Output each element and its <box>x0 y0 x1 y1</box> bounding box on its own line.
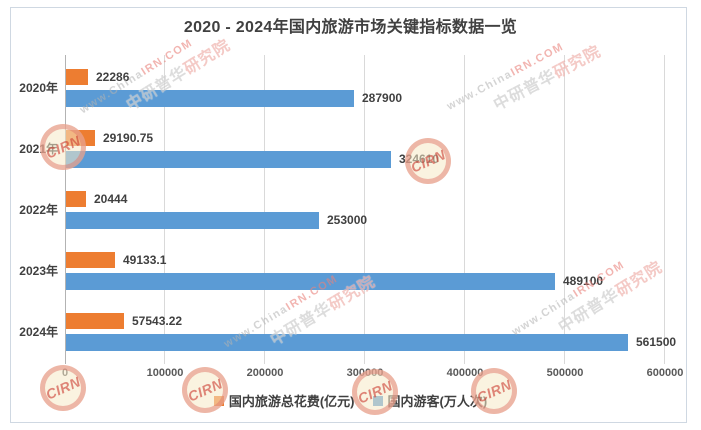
bar-domestic-visitors-2022 <box>66 212 319 229</box>
bar-value-label: 253000 <box>327 213 368 227</box>
gridline <box>664 55 665 364</box>
bar-domestic-visitors-2021 <box>66 151 391 168</box>
gridline <box>464 55 465 364</box>
bar-domestic-tourism-spending-2021 <box>66 130 95 146</box>
bar-value-label: 489100 <box>563 274 604 288</box>
gridline <box>364 55 365 364</box>
legend-swatch-icon <box>213 395 224 406</box>
bar-value-label: 20444 <box>94 192 128 206</box>
gridline <box>164 55 165 364</box>
x-axis-tick-label: 300000 <box>346 367 384 379</box>
legend-label: 国内游客(万人次) <box>387 394 488 409</box>
bar-domestic-tourism-spending-2023 <box>66 252 115 268</box>
legend-swatch-icon <box>372 395 383 406</box>
bar-domestic-tourism-spending-2022 <box>66 191 86 207</box>
bar-value-label: 324610 <box>399 152 440 166</box>
bar-domestic-tourism-spending-2024 <box>66 313 124 329</box>
legend: 国内旅游总花费(亿元) 国内游客(万人次) <box>0 391 701 410</box>
chart-title: 2020 - 2024年国内旅游市场关键指标数据一览 <box>183 19 518 36</box>
x-axis-tick-label: 200000 <box>246 367 284 379</box>
plot-area: 22286 287900 29190.75 324610 20444 253000 4913… <box>65 55 676 364</box>
bar-domestic-visitors-2023 <box>66 273 555 290</box>
legend-label: 国内旅游总花费(亿元) <box>228 394 355 409</box>
bar-value-label: 287900 <box>362 91 403 105</box>
category-label-2020: 2020年 <box>19 81 58 95</box>
bar-domestic-visitors-2020 <box>66 90 354 107</box>
bar-value-label: 49133.1 <box>123 253 167 267</box>
bar-domestic-visitors-2024 <box>66 334 628 351</box>
legend-item-domestic-visitors: 国内游客(万人次) <box>372 391 488 410</box>
bar-value-label: 29190.75 <box>103 131 154 145</box>
x-axis-tick-label: 500000 <box>546 367 584 379</box>
gridline <box>564 55 565 364</box>
bar-value-label: 561500 <box>636 335 677 349</box>
x-axis-tick-label: 0 <box>61 367 69 379</box>
bar-domestic-tourism-spending-2020 <box>66 69 88 85</box>
x-axis-tick-label: 100000 <box>146 367 184 379</box>
category-label-2024: 2024年 <box>19 325 58 339</box>
gridline <box>264 55 265 364</box>
category-label-2022: 2022年 <box>19 203 58 217</box>
category-label-2023: 2023年 <box>19 264 58 278</box>
x-axis-tick-label: 600000 <box>646 367 684 379</box>
legend-item-domestic-tourism-spending: 国内旅游总花费(亿元) <box>213 391 355 410</box>
bar-value-label: 57543.22 <box>132 314 183 328</box>
category-label-2021: 2021年 <box>19 142 58 156</box>
bar-value-label: 22286 <box>96 70 130 84</box>
y-axis-line <box>65 55 66 364</box>
x-axis-tick-label: 400000 <box>446 367 484 379</box>
